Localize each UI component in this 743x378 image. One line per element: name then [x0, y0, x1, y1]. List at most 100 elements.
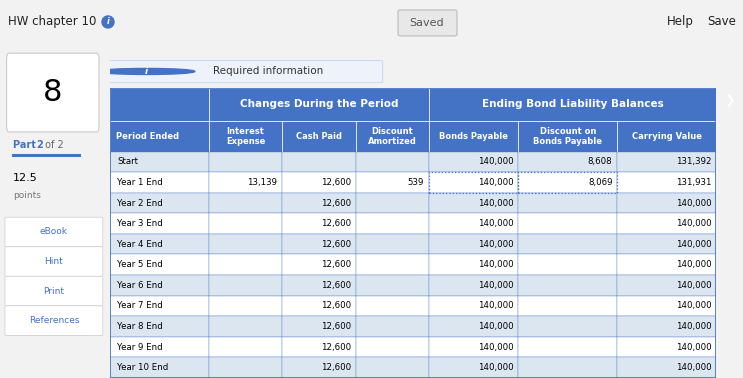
- Text: Year 7 End: Year 7 End: [117, 301, 163, 310]
- Bar: [617, 234, 716, 254]
- Text: Year 5 End: Year 5 End: [117, 260, 163, 269]
- Bar: [617, 213, 716, 234]
- Circle shape: [102, 16, 114, 28]
- Bar: [110, 193, 209, 213]
- Text: 140,000: 140,000: [676, 281, 711, 290]
- Text: Year 8 End: Year 8 End: [117, 322, 163, 331]
- Text: 140,000: 140,000: [478, 301, 513, 310]
- Text: 140,000: 140,000: [676, 363, 711, 372]
- Bar: [429, 254, 519, 275]
- Bar: [429, 121, 519, 152]
- Bar: [356, 172, 429, 193]
- Bar: [356, 275, 429, 296]
- Bar: [617, 121, 716, 152]
- Bar: [209, 121, 282, 152]
- Bar: [356, 121, 429, 152]
- Bar: [282, 358, 356, 378]
- Text: 140,000: 140,000: [478, 178, 513, 187]
- Text: i: i: [145, 67, 148, 76]
- Bar: [282, 152, 356, 172]
- Bar: [519, 152, 617, 172]
- Text: 539: 539: [408, 178, 424, 187]
- Bar: [519, 316, 617, 337]
- Text: i: i: [106, 17, 109, 26]
- Text: 140,000: 140,000: [478, 342, 513, 352]
- Text: 12,600: 12,600: [321, 198, 351, 208]
- Bar: [209, 88, 429, 121]
- Bar: [429, 358, 519, 378]
- Text: eBook: eBook: [40, 228, 68, 237]
- Bar: [519, 193, 617, 213]
- Text: 12,600: 12,600: [321, 322, 351, 331]
- Text: Interest
Expense: Interest Expense: [226, 127, 265, 146]
- Bar: [617, 172, 716, 193]
- Bar: [110, 234, 209, 254]
- Text: 140,000: 140,000: [676, 301, 711, 310]
- Text: Discount on
Bonds Payable: Discount on Bonds Payable: [533, 127, 603, 146]
- Bar: [209, 172, 282, 193]
- Bar: [209, 358, 282, 378]
- Text: 12,600: 12,600: [321, 342, 351, 352]
- Bar: [282, 275, 356, 296]
- FancyBboxPatch shape: [5, 217, 103, 247]
- Bar: [429, 152, 519, 172]
- Text: Year 4 End: Year 4 End: [117, 240, 163, 249]
- Text: 140,000: 140,000: [478, 198, 513, 208]
- FancyBboxPatch shape: [7, 53, 99, 132]
- Text: 12,600: 12,600: [321, 260, 351, 269]
- Bar: [209, 275, 282, 296]
- Bar: [429, 234, 519, 254]
- Text: 140,000: 140,000: [676, 219, 711, 228]
- Bar: [209, 316, 282, 337]
- Text: 12.5: 12.5: [13, 173, 38, 183]
- Text: 140,000: 140,000: [478, 240, 513, 249]
- Bar: [429, 316, 519, 337]
- Bar: [519, 358, 617, 378]
- Bar: [429, 172, 519, 193]
- FancyBboxPatch shape: [104, 60, 383, 83]
- Text: ❯: ❯: [724, 94, 735, 107]
- FancyBboxPatch shape: [398, 10, 457, 36]
- Bar: [282, 193, 356, 213]
- FancyBboxPatch shape: [5, 247, 103, 276]
- Bar: [356, 152, 429, 172]
- Text: 12,600: 12,600: [321, 219, 351, 228]
- Text: Carrying Value: Carrying Value: [632, 132, 702, 141]
- Text: 12,600: 12,600: [321, 301, 351, 310]
- Bar: [356, 296, 429, 316]
- Text: ▲ Required information text above (red dotted border area): ▲ Required information text above (red d…: [128, 55, 293, 60]
- Text: 13,139: 13,139: [247, 178, 277, 187]
- Bar: [282, 296, 356, 316]
- FancyBboxPatch shape: [5, 306, 103, 335]
- Bar: [282, 172, 356, 193]
- Bar: [519, 121, 617, 152]
- Text: Ending Bond Liability Balances: Ending Bond Liability Balances: [481, 99, 663, 109]
- Text: Period Ended: Period Ended: [116, 132, 179, 141]
- Text: Print: Print: [43, 287, 65, 296]
- Bar: [282, 213, 356, 234]
- FancyBboxPatch shape: [5, 276, 103, 306]
- Text: Start: Start: [117, 157, 138, 166]
- Bar: [519, 296, 617, 316]
- Text: Discount
Amortized: Discount Amortized: [368, 127, 417, 146]
- Bar: [429, 337, 519, 358]
- Bar: [110, 121, 209, 152]
- Bar: [110, 213, 209, 234]
- Bar: [110, 172, 209, 193]
- Text: Year 6 End: Year 6 End: [117, 281, 163, 290]
- Text: 8: 8: [43, 78, 62, 107]
- Bar: [519, 337, 617, 358]
- Bar: [617, 275, 716, 296]
- Text: 140,000: 140,000: [676, 240, 711, 249]
- Bar: [356, 234, 429, 254]
- Bar: [209, 337, 282, 358]
- Text: 8,608: 8,608: [588, 157, 612, 166]
- Bar: [209, 234, 282, 254]
- Bar: [356, 193, 429, 213]
- Bar: [282, 121, 356, 152]
- Bar: [519, 254, 617, 275]
- Bar: [282, 316, 356, 337]
- Text: Cash Paid: Cash Paid: [296, 132, 342, 141]
- Bar: [617, 152, 716, 172]
- Bar: [209, 193, 282, 213]
